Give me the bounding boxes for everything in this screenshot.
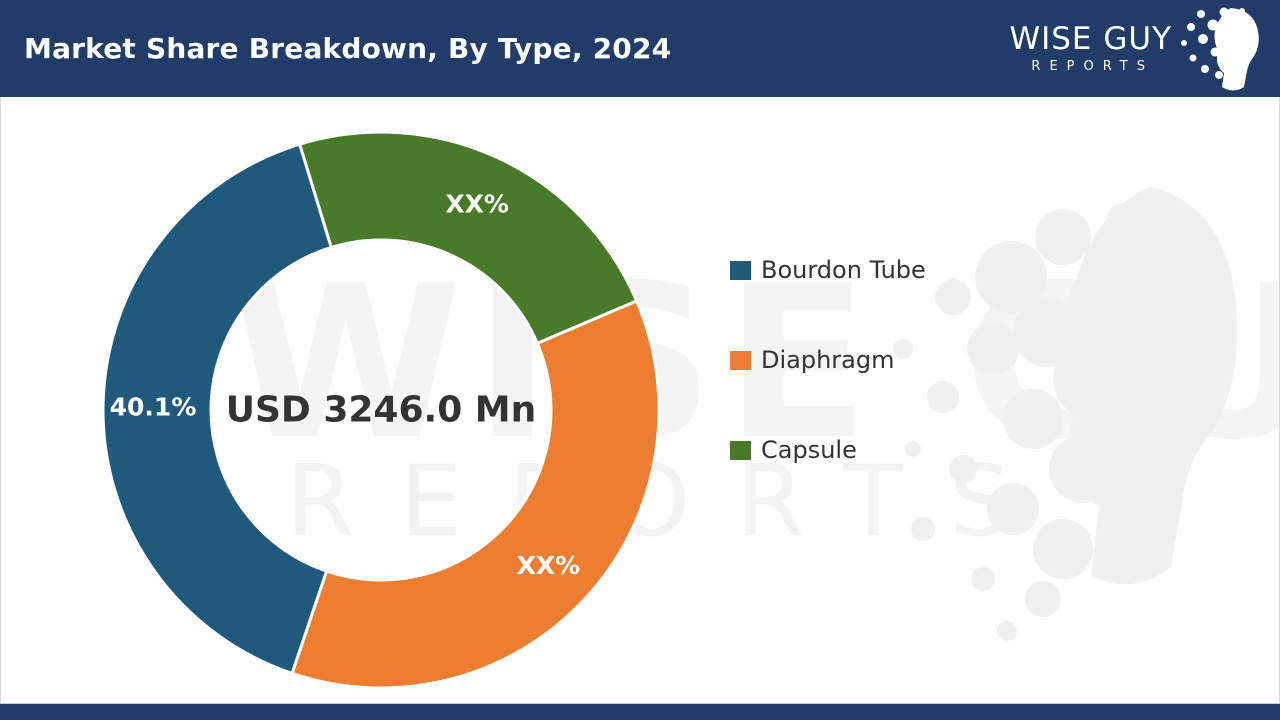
slice-value-label: 40.1% bbox=[110, 393, 197, 422]
slice-value-label: XX% bbox=[445, 189, 509, 218]
logo-wordmark: WISE GUY bbox=[1009, 21, 1172, 57]
legend-swatch-diaphragm bbox=[730, 350, 751, 370]
wise-guy-reports-logo: WISE GUY REPORTS bbox=[1009, 3, 1266, 95]
legend-label-capsule: Capsule bbox=[761, 436, 857, 464]
slice-diaphragm bbox=[290, 298, 661, 690]
legend-item-bourdon-tube: Bourdon Tube bbox=[730, 256, 926, 284]
chart-legend: Bourdon Tube Diaphragm Capsule bbox=[730, 256, 926, 527]
legend-label-diaphragm: Diaphragm bbox=[761, 346, 895, 374]
slice-capsule bbox=[297, 130, 639, 346]
legend-label-bourdon-tube: Bourdon Tube bbox=[761, 256, 926, 284]
center-value-label: USD 3246.0 Mn bbox=[225, 389, 537, 431]
slice-value-label: XX% bbox=[517, 551, 581, 580]
header-bar: Market Share Breakdown, By Type, 2024 WI… bbox=[0, 0, 1280, 97]
chart-area: WISE GUY REPORTS 40.1%XX%XX% USD 3246.0 … bbox=[0, 97, 1280, 704]
logo-subtitle: REPORTS bbox=[1031, 59, 1155, 74]
logo-text: WISE GUY REPORTS bbox=[1009, 21, 1172, 74]
donut-chart: 40.1% XX% XX% bbox=[101, 130, 661, 690]
legend-item-diaphragm: Diaphragm bbox=[730, 346, 926, 374]
legend-swatch-capsule bbox=[730, 440, 751, 460]
page-title: Market Share Breakdown, By Type, 2024 bbox=[24, 32, 672, 65]
logo-face-icon bbox=[1181, 7, 1259, 90]
legend-item-capsule: Capsule bbox=[730, 436, 926, 464]
footer-bar bbox=[0, 703, 1280, 720]
slice-bourdon-tube bbox=[101, 142, 334, 676]
legend-swatch-bourdon-tube bbox=[730, 260, 751, 280]
